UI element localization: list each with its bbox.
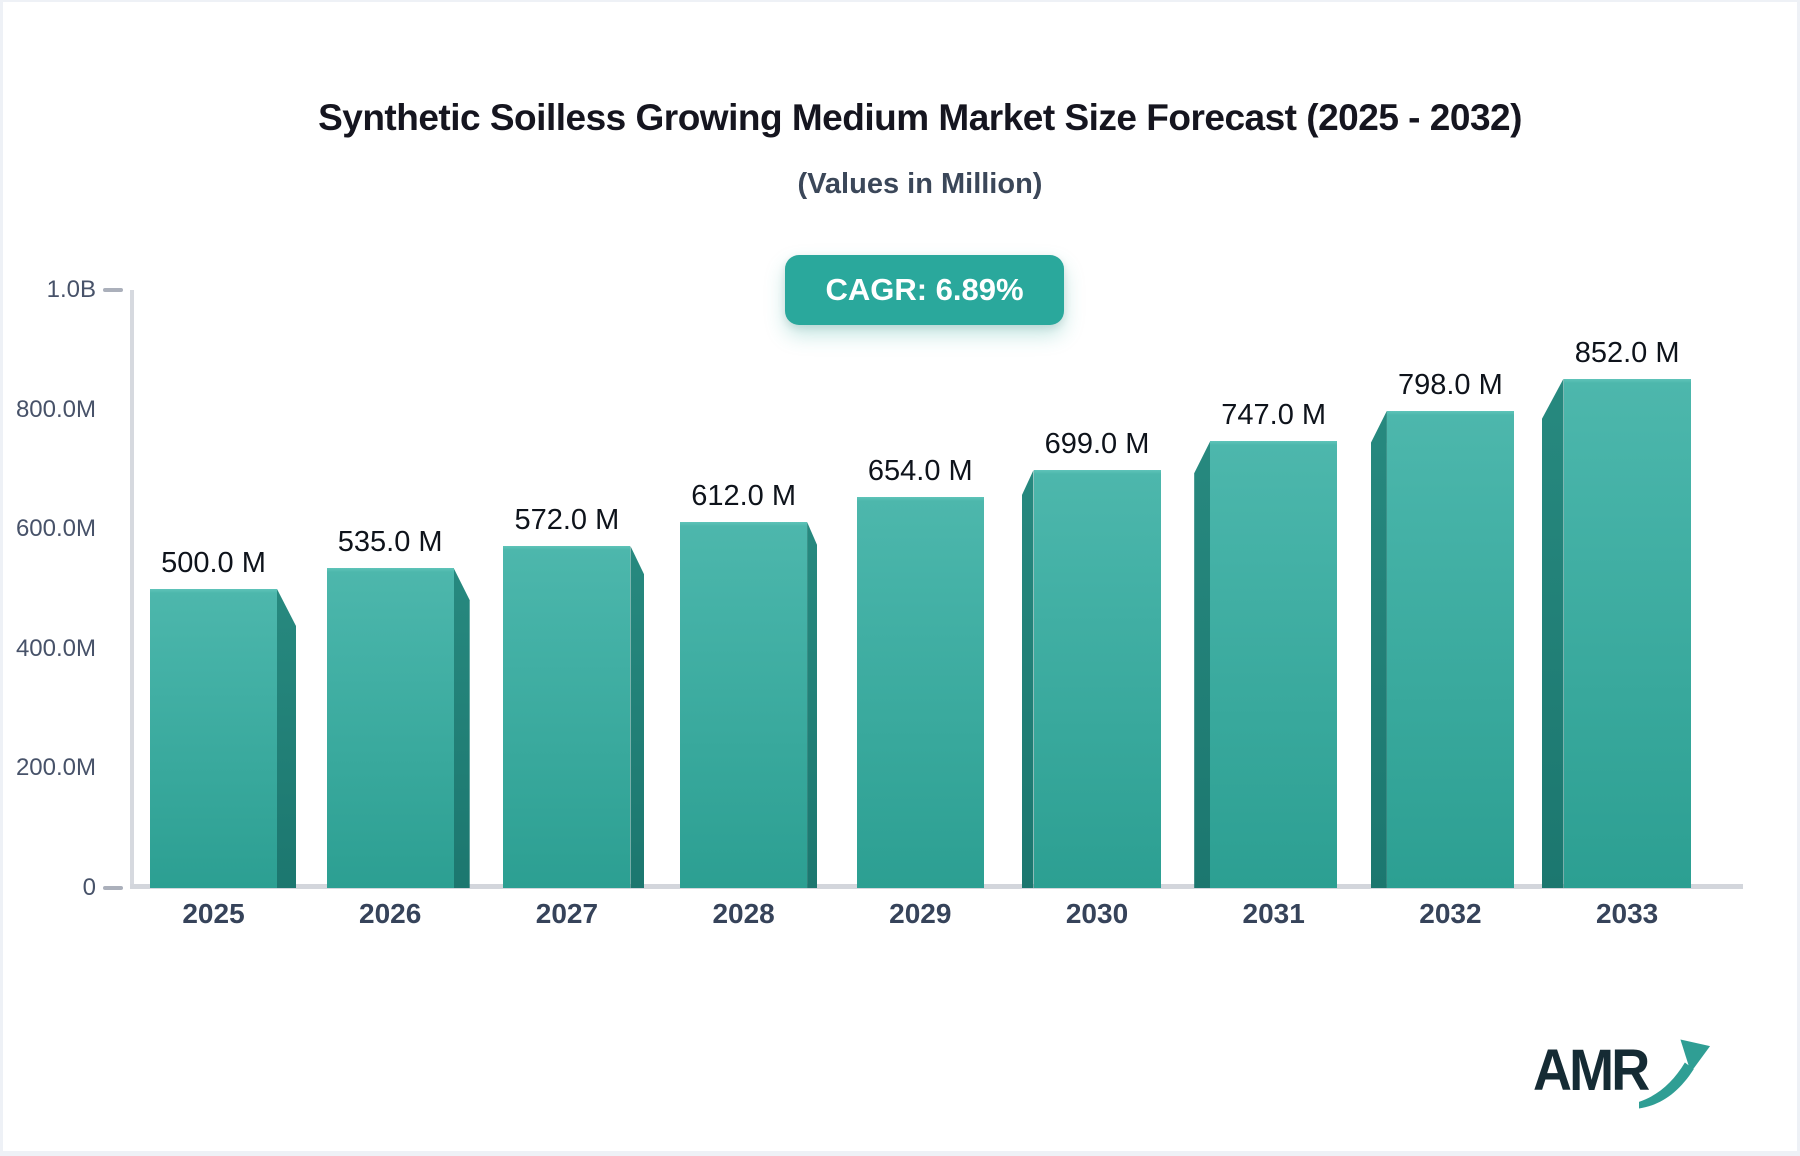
bar-value-label: 852.0 M bbox=[1574, 336, 1680, 369]
bar-2029[interactable] bbox=[856, 496, 984, 888]
bar-2025[interactable] bbox=[150, 589, 277, 888]
bar-value-label: 572.0 M bbox=[514, 503, 620, 536]
bar-2026[interactable] bbox=[326, 568, 454, 888]
bar-3d-side bbox=[1541, 378, 1564, 888]
x-category-label: 2026 bbox=[359, 898, 422, 929]
bar-3d-side bbox=[277, 589, 296, 888]
cagr-badge: CAGR: 6.89% bbox=[785, 255, 1064, 325]
bar-2032[interactable] bbox=[1386, 410, 1514, 888]
bar-value-label: 699.0 M bbox=[1044, 427, 1150, 460]
x-category-label: 2031 bbox=[1242, 898, 1305, 929]
bar-2027[interactable] bbox=[503, 545, 631, 888]
y-axis-line bbox=[130, 290, 134, 888]
bar-value-label: 747.0 M bbox=[1221, 399, 1327, 432]
bar-value-label: 798.0 M bbox=[1397, 368, 1503, 401]
bar-3d-side bbox=[1021, 469, 1034, 888]
amr-logo: AMR bbox=[1533, 1025, 1753, 1120]
bar-3d-side bbox=[453, 568, 470, 888]
bar-3d-side bbox=[630, 545, 645, 888]
logo-text: AMR bbox=[1533, 1038, 1650, 1103]
bar-3d-side bbox=[1194, 441, 1211, 888]
bar-2033[interactable] bbox=[1563, 378, 1691, 888]
bar-3d-side bbox=[1370, 410, 1387, 888]
y-tick-dash bbox=[103, 288, 123, 292]
y-tick-label: 200.0M bbox=[15, 754, 96, 782]
x-category-label: 2028 bbox=[712, 898, 775, 929]
x-category-label: 2025 bbox=[182, 898, 245, 929]
bar-value-label: 654.0 M bbox=[867, 454, 973, 487]
y-tick-label: 0 bbox=[82, 874, 96, 901]
x-category-label: 2033 bbox=[1595, 898, 1659, 929]
bar-2030[interactable] bbox=[1033, 469, 1161, 888]
page-subtitle: (Values in Million) bbox=[797, 168, 1043, 200]
bar-2031[interactable] bbox=[1210, 441, 1338, 888]
bar-value-label: 535.0 M bbox=[337, 526, 443, 559]
page-title: Synthetic Soilless Growing Medium Market… bbox=[318, 97, 1522, 138]
bar-3d-side bbox=[807, 522, 818, 888]
y-tick-label: 600.0M bbox=[15, 515, 96, 543]
bar-value-label: 500.0 M bbox=[161, 547, 266, 579]
x-category-label: 2029 bbox=[889, 898, 952, 929]
x-category-label: 2032 bbox=[1419, 898, 1482, 929]
x-category-label: 2027 bbox=[535, 898, 599, 929]
x-category-label: 2030 bbox=[1065, 898, 1129, 929]
growth-arrow-icon bbox=[1639, 1039, 1711, 1109]
bar-value-label: 612.0 M bbox=[691, 480, 796, 513]
y-tick-label: 400.0M bbox=[15, 634, 96, 662]
y-tick-dash bbox=[103, 886, 123, 890]
y-tick-label: 800.0M bbox=[15, 395, 96, 423]
bar-2028[interactable] bbox=[680, 522, 808, 888]
cagr-badge-label: CAGR: 6.89% bbox=[825, 272, 1024, 307]
y-tick-label: 1.0B bbox=[46, 276, 96, 303]
